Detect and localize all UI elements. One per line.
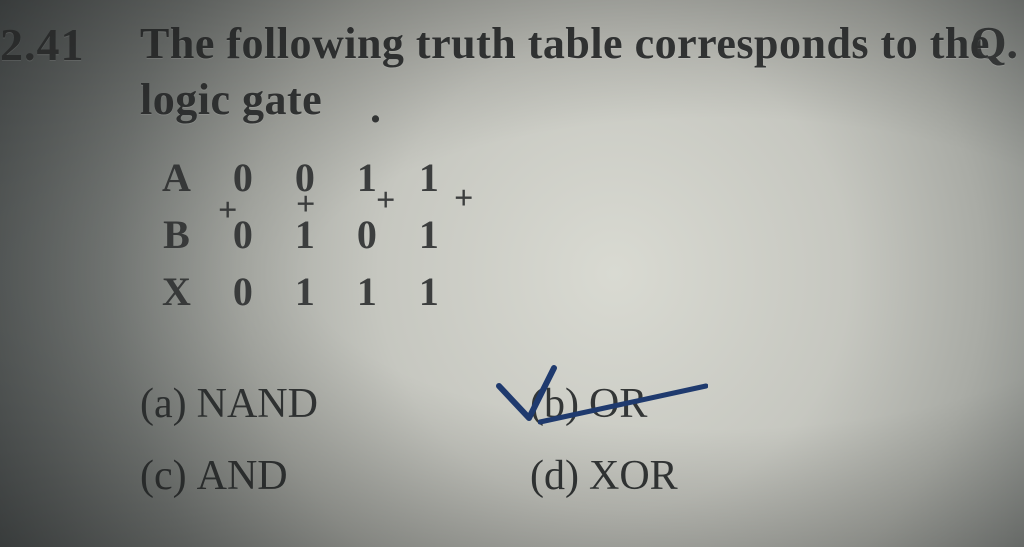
page-background: { "question": { "number_left": "2.41", "… (0, 0, 1024, 547)
option-text: NAND (197, 380, 318, 428)
option-label: (d) (530, 452, 579, 500)
plus-icon: + (218, 192, 237, 230)
option-label: (b) (530, 380, 579, 428)
row-label-x: X (142, 264, 211, 319)
plus-icon: + (296, 186, 315, 224)
option-d: (d) XOR (530, 452, 678, 500)
option-text: XOR (589, 452, 678, 500)
option-text: AND (197, 452, 288, 500)
option-label: (a) (140, 380, 187, 428)
cell: 1 (337, 264, 397, 319)
question-number: 2.41 (0, 18, 85, 71)
plus-icon: + (454, 180, 473, 218)
table-row: X 0 1 1 1 (142, 264, 459, 319)
option-a: (a) NAND (140, 380, 318, 428)
question-text-line2: logic gate (140, 74, 322, 125)
option-b: (b) OR (530, 380, 647, 428)
option-text: OR (589, 380, 647, 428)
cell: 1 (399, 264, 459, 319)
cell: 0 (213, 264, 273, 319)
option-c: (c) AND (140, 452, 288, 500)
plus-icon: + (376, 182, 395, 220)
question-text-line1: The following truth table corresponds to… (140, 18, 990, 69)
cell: 1 (275, 264, 335, 319)
option-label: (c) (140, 452, 187, 500)
row-label-b: B (142, 207, 211, 262)
row-label-a: A (142, 150, 211, 205)
truth-table: A 0 0 1 1 B 0 1 0 1 X 0 1 1 1 (140, 148, 461, 321)
cell: 1 (399, 207, 459, 262)
cell: 1 (399, 150, 459, 205)
stray-dot: . (370, 82, 381, 133)
